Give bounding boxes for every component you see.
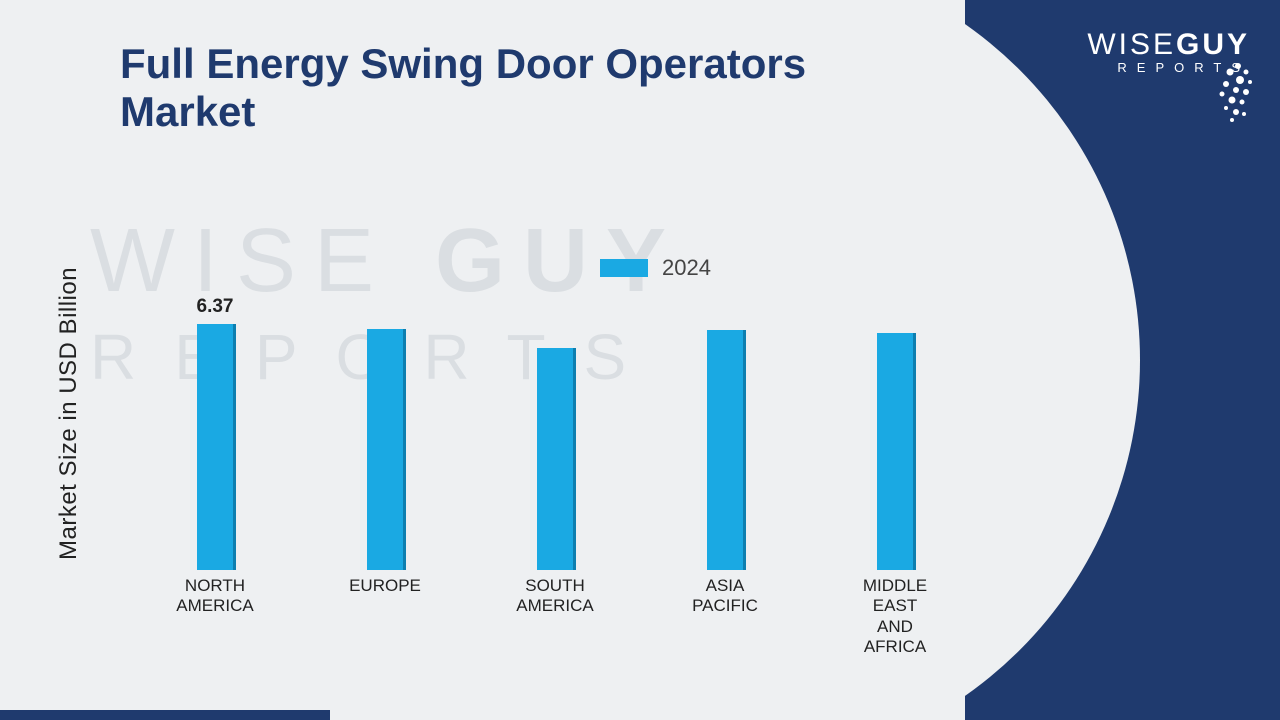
logo-word1: WISE [1087, 28, 1176, 61]
bar-edge [233, 324, 236, 570]
y-axis-label: Market Size in USD Billion [55, 267, 83, 560]
bar [707, 330, 743, 570]
logo-line1: WISEGUY [1087, 28, 1250, 62]
x-axis-label: SOUTHAMERICA [485, 570, 625, 617]
bar-edge [403, 329, 406, 570]
bar-fill [537, 348, 573, 570]
bar [367, 329, 403, 570]
legend-label: 2024 [662, 255, 711, 281]
bar-value-label: 6.37 [155, 296, 275, 318]
footer-accent-bar [0, 710, 330, 720]
bar-edge [573, 348, 576, 570]
logo-word2: GUY [1176, 28, 1250, 61]
x-axis-label: ASIAPACIFIC [655, 570, 795, 617]
x-axis-label: MIDDLEEASTANDAFRICA [825, 570, 965, 658]
brand-logo: WISEGUY REPORTS [1087, 28, 1250, 75]
bar-edge [743, 330, 746, 570]
legend-swatch [600, 259, 648, 277]
bar [877, 333, 913, 570]
bar-edge [913, 333, 916, 570]
bar-fill [197, 324, 233, 570]
bar [197, 324, 233, 570]
legend: 2024 [600, 255, 711, 281]
chart-title: Full Energy Swing Door Operators Market [120, 40, 820, 137]
bar-fill [707, 330, 743, 570]
x-axis-label: EUROPE [315, 570, 455, 596]
head-dots-icon [1176, 58, 1256, 128]
x-axis-label: NORTHAMERICA [145, 570, 285, 617]
bar-fill [877, 333, 913, 570]
bar-fill [367, 329, 403, 570]
chart-plot-area: 6.37NORTHAMERICAEUROPESOUTHAMERICAASIAPA… [120, 300, 960, 570]
report-canvas: WISEGUY REPORTS WISE GUY REPORTS Full En… [0, 0, 1280, 720]
bar [537, 348, 573, 570]
